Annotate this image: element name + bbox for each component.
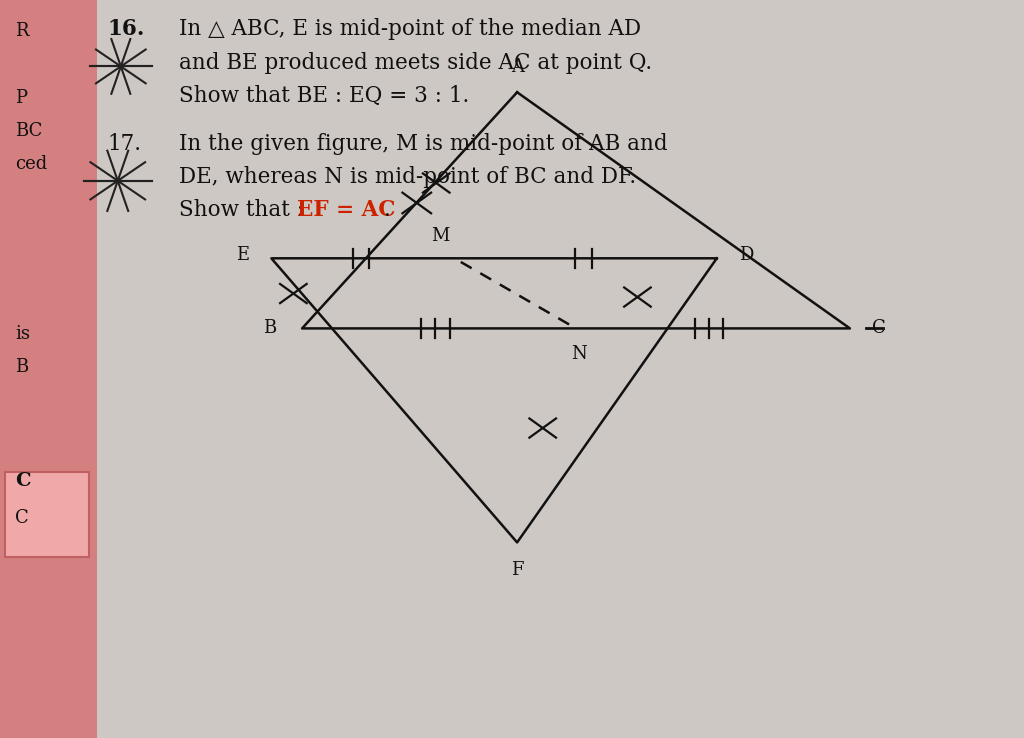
Text: DE, whereas N is mid-point of BC and DF.: DE, whereas N is mid-point of BC and DF. [179,166,636,188]
Text: BC: BC [15,122,43,139]
Text: Show that BE : EQ = 3 : 1.: Show that BE : EQ = 3 : 1. [179,85,469,107]
Text: EF = AC: EF = AC [297,199,395,221]
Text: R: R [15,22,29,40]
Text: P: P [15,89,28,106]
Text: F: F [511,561,523,579]
Text: Show that :: Show that : [179,199,311,221]
Text: A: A [511,58,523,76]
FancyBboxPatch shape [0,0,97,738]
Text: C: C [872,320,886,337]
Text: ced: ced [15,155,47,173]
FancyBboxPatch shape [5,472,89,557]
Text: D: D [739,246,754,263]
Text: M: M [431,227,450,245]
Text: 16.: 16. [108,18,144,41]
Text: C: C [15,509,29,527]
Text: C: C [15,472,31,490]
Text: E: E [236,246,249,263]
Text: is: is [15,325,31,342]
Text: N: N [570,345,587,362]
Text: 17.: 17. [108,133,141,155]
Text: B: B [263,320,276,337]
Text: In the given figure, M is mid-point of AB and: In the given figure, M is mid-point of A… [179,133,668,155]
Text: In △ ABC, E is mid-point of the median AD: In △ ABC, E is mid-point of the median A… [179,18,641,41]
Text: .: . [384,199,391,221]
Text: B: B [15,358,29,376]
Text: and BE produced meets side AC at point Q.: and BE produced meets side AC at point Q… [179,52,652,74]
